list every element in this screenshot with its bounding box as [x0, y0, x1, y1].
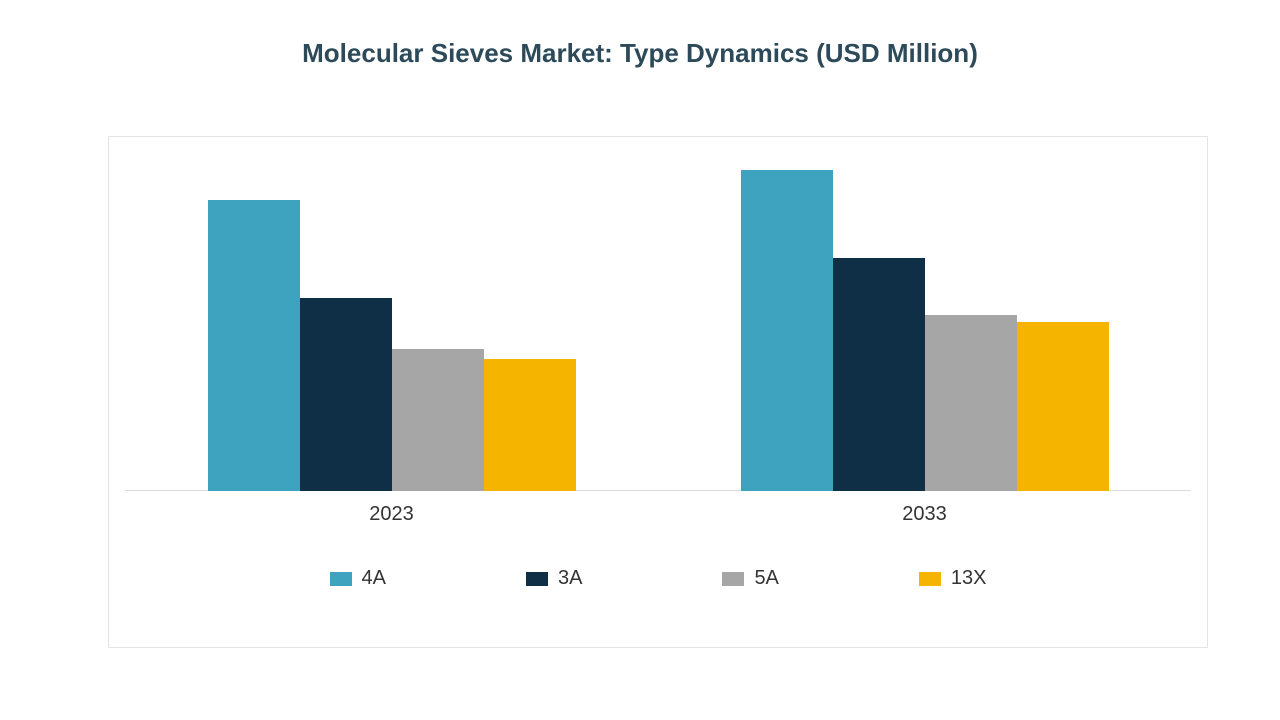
bar-4A — [208, 200, 300, 491]
legend-swatch — [526, 572, 548, 586]
legend-swatch — [722, 572, 744, 586]
legend-swatch — [919, 572, 941, 586]
bar-3A — [300, 298, 392, 491]
legend: 4A 3A 5A 13X — [125, 567, 1191, 590]
bar-group — [658, 155, 1191, 491]
legend-item: 5A — [722, 567, 778, 590]
x-axis-label: 2023 — [125, 503, 658, 526]
bar-group — [125, 155, 658, 491]
legend-label: 5A — [754, 567, 778, 590]
bar-13X — [484, 359, 576, 491]
bars — [741, 170, 1109, 491]
bar-5A — [925, 315, 1017, 491]
chart-container: 20232033 4A 3A 5A 13X — [108, 136, 1208, 648]
bar-3A — [833, 258, 925, 491]
chart-title: Molecular Sieves Market: Type Dynamics (… — [0, 38, 1280, 69]
bar-5A — [392, 349, 484, 491]
legend-item: 4A — [330, 567, 386, 590]
legend-label: 13X — [951, 567, 987, 590]
legend-label: 4A — [362, 567, 386, 590]
x-axis-labels: 20232033 — [125, 503, 1191, 526]
legend-item: 13X — [919, 567, 987, 590]
bar-4A — [741, 170, 833, 491]
bar-groups — [125, 155, 1191, 491]
bars — [208, 200, 576, 491]
page: Molecular Sieves Market: Type Dynamics (… — [0, 0, 1280, 720]
x-axis-label: 2033 — [658, 503, 1191, 526]
plot-area — [125, 155, 1191, 491]
legend-swatch — [330, 572, 352, 586]
legend-label: 3A — [558, 567, 582, 590]
legend-item: 3A — [526, 567, 582, 590]
bar-13X — [1017, 322, 1109, 491]
